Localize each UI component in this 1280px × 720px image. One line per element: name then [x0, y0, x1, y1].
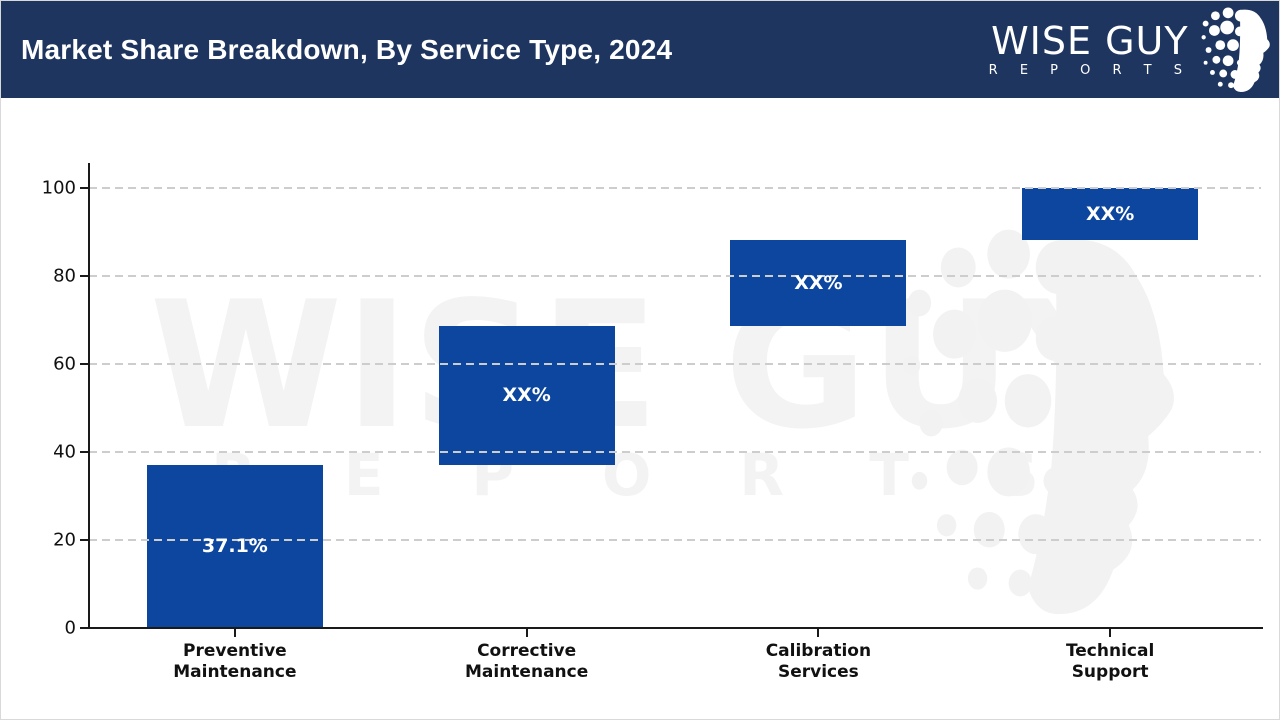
y-tick-mark	[80, 363, 88, 365]
y-tick-label: 80	[53, 265, 76, 287]
y-axis-spine	[88, 163, 90, 629]
y-tick-mark	[80, 539, 88, 541]
y-tick-label: 0	[64, 617, 76, 639]
watermark-wordmark: WISE GUY	[149, 265, 1143, 468]
bar-value-label: XX%	[1085, 202, 1135, 225]
x-category-label: Corrective Maintenance	[464, 641, 589, 682]
logo-subtitle: R E P O R T S	[988, 63, 1191, 78]
logo-wordmark: WISE GUY	[991, 19, 1189, 63]
y-tick-label: 20	[53, 529, 76, 551]
watermark-head-icon	[903, 229, 1174, 615]
x-category-label: Calibration Services	[765, 641, 872, 682]
x-tick-mark	[233, 629, 236, 637]
bar-value-label: 37.1%	[201, 535, 268, 558]
y-tick-label: 60	[53, 353, 76, 375]
y-tick-label: 100	[41, 177, 76, 199]
x-tick-mark	[817, 629, 820, 637]
x-axis-spine	[87, 627, 1263, 629]
y-tick-mark	[80, 187, 88, 189]
x-category-label: Preventive Maintenance	[173, 641, 297, 682]
y-tick-mark	[80, 451, 88, 453]
header-bar: Market Share Breakdown, By Service Type,…	[1, 1, 1279, 98]
wise-guy-logo-text: WISE GUY R E P O R T S	[989, 22, 1191, 77]
wise-guy-logo: WISE GUY R E P O R T S	[989, 6, 1273, 94]
y-tick-mark	[80, 627, 88, 629]
watermark-subtitle: REPORTS	[211, 441, 1127, 509]
x-tick-mark	[525, 629, 528, 637]
y-tick-label: 40	[53, 441, 76, 463]
x-tick-mark	[1109, 629, 1112, 637]
y-tick-mark	[80, 275, 88, 277]
x-category-label: Technical Support	[1065, 641, 1155, 682]
page-title: Market Share Breakdown, By Service Type,…	[21, 33, 673, 65]
wise-guy-head-icon	[1201, 6, 1270, 92]
